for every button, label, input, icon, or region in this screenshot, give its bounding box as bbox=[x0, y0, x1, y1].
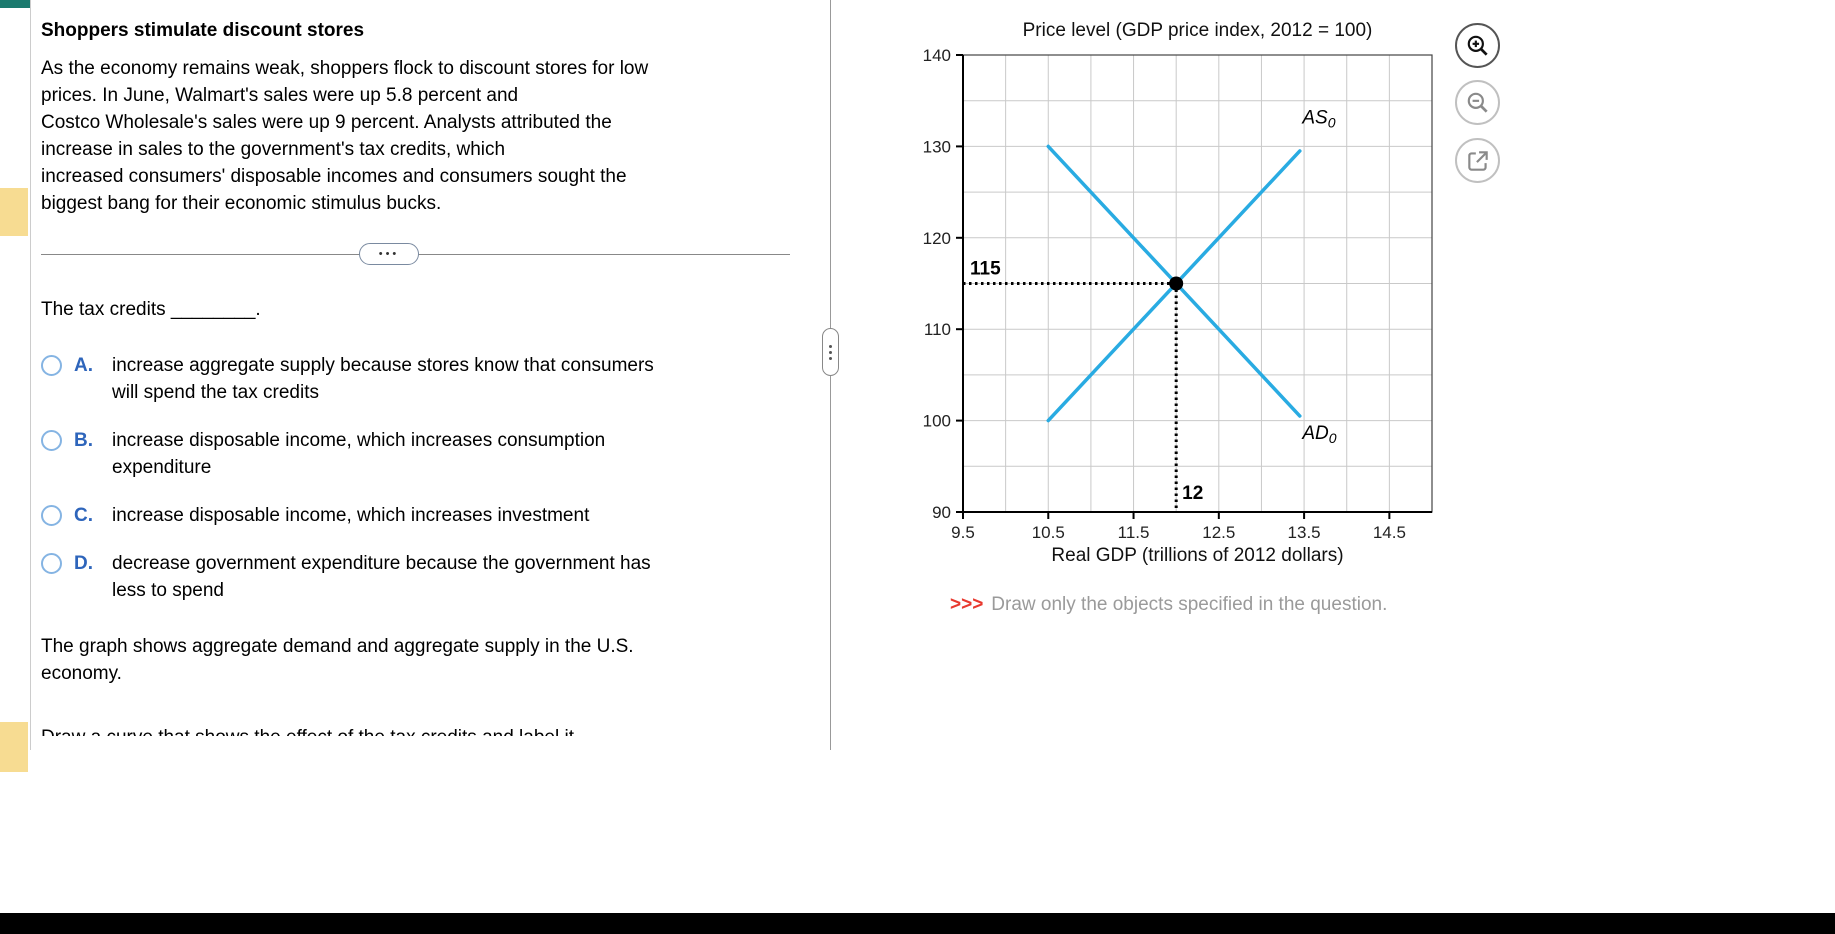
panel-divider-handle[interactable] bbox=[822, 328, 839, 376]
option-b[interactable]: B. increase disposable income, which inc… bbox=[41, 427, 790, 481]
option-a-text: increase aggregate supply because stores… bbox=[112, 355, 654, 403]
zoom-in-icon bbox=[1467, 35, 1488, 56]
option-a[interactable]: A. increase aggregate supply because sto… bbox=[41, 352, 790, 406]
draw-instruction-prefix: >>> bbox=[950, 594, 984, 615]
ad0-label: AD0 bbox=[1301, 423, 1336, 446]
answer-options: A. increase aggregate supply because sto… bbox=[41, 352, 790, 604]
panel-edge-accent bbox=[0, 0, 30, 8]
chart-title: Price level (GDP price index, 2012 = 100… bbox=[1022, 20, 1373, 41]
as-ad-graph-canvas[interactable]: 9.5 10.5 11.5 12.5 13.5 14.5 90 100 110 120 130 140… bbox=[880, 0, 1500, 545]
y-tick-label: 110 bbox=[924, 320, 951, 339]
x-tick-label: 12.5 bbox=[1202, 523, 1235, 542]
zoom-out-icon bbox=[1467, 92, 1488, 113]
option-c-radio[interactable] bbox=[41, 505, 62, 526]
zoom-in-button[interactable] bbox=[1455, 23, 1500, 68]
option-a-letter: A. bbox=[74, 355, 93, 376]
x-tick-label: 10.5 bbox=[1032, 523, 1065, 542]
option-c[interactable]: C. increase disposable income, which inc… bbox=[41, 502, 790, 529]
equilibrium-point[interactable] bbox=[1169, 276, 1184, 291]
option-d[interactable]: D. decrease government expenditure becau… bbox=[41, 550, 790, 604]
x-axis-label: Real GDP (trillions of 2012 dollars) bbox=[1051, 545, 1344, 566]
question-stem: The tax credits ________. bbox=[41, 299, 261, 320]
article-title: Shoppers stimulate discount stores bbox=[41, 20, 365, 41]
as0-label: AS0 bbox=[1301, 108, 1335, 131]
x-tick-label: 14.5 bbox=[1373, 523, 1406, 542]
option-b-letter: B. bbox=[74, 430, 93, 451]
y-tick-label: 100 bbox=[923, 412, 951, 431]
option-b-radio[interactable] bbox=[41, 430, 62, 451]
y-tick-label: 90 bbox=[932, 503, 951, 522]
draw-instruction-text: Draw only the objects specified in the q… bbox=[991, 594, 1388, 615]
open-external-button[interactable] bbox=[1455, 138, 1500, 183]
zoom-out-button[interactable] bbox=[1455, 80, 1500, 125]
x-tick-label: 13.5 bbox=[1288, 523, 1321, 542]
external-link-icon bbox=[1467, 150, 1488, 171]
price-guide-label: 115 bbox=[970, 259, 1001, 280]
y-tick-label: 140 bbox=[923, 46, 951, 65]
cutoff-instruction-text: Draw a curve that shows the effect of th… bbox=[41, 724, 790, 736]
option-b-text: increase disposable income, which increa… bbox=[112, 430, 606, 478]
gdp-guide-label: 12 bbox=[1182, 483, 1203, 504]
highlight-marker bbox=[0, 188, 28, 236]
y-tick-label: 130 bbox=[923, 137, 951, 156]
highlight-marker bbox=[0, 722, 28, 772]
option-d-radio[interactable] bbox=[41, 553, 62, 574]
bottom-bar bbox=[0, 913, 1835, 934]
divider-expand-button[interactable]: ••• bbox=[359, 243, 419, 265]
option-d-letter: D. bbox=[74, 553, 93, 574]
article-body: As the economy remains weak, shoppers fl… bbox=[41, 58, 649, 214]
option-c-text: increase disposable income, which increa… bbox=[112, 505, 590, 526]
y-tick-label: 120 bbox=[923, 229, 951, 248]
graph-note: The graph shows aggregate demand and agg… bbox=[41, 636, 634, 684]
x-tick-label: 11.5 bbox=[1118, 523, 1150, 542]
graph-panel: Price level (GDP price index, 2012 = 100… bbox=[880, 0, 1835, 780]
section-divider: ••• bbox=[41, 243, 790, 265]
option-c-letter: C. bbox=[74, 505, 93, 526]
question-panel: Shoppers stimulate discount stores As th… bbox=[30, 0, 830, 750]
x-tick-label: 9.5 bbox=[951, 523, 975, 542]
option-d-text: decrease government expenditure because … bbox=[112, 553, 651, 601]
option-a-radio[interactable] bbox=[41, 355, 62, 376]
draw-instruction: >>> Draw only the objects specified in th… bbox=[950, 594, 1387, 616]
grip-dots-icon bbox=[829, 344, 832, 360]
